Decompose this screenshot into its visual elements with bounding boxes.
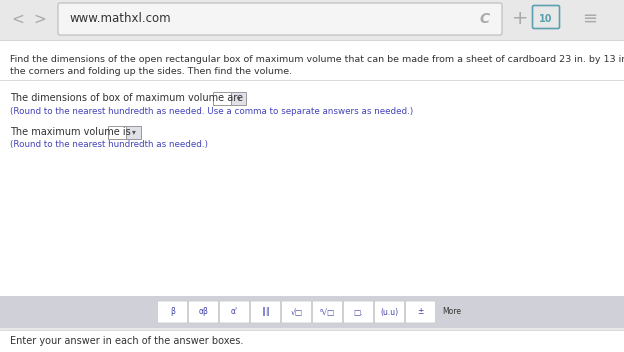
Text: Enter your answer in each of the answer boxes.: Enter your answer in each of the answer … <box>10 336 243 346</box>
Text: β: β <box>170 308 175 316</box>
FancyBboxPatch shape <box>213 92 231 105</box>
Text: Find the dimensions of the open rectangular box of maximum volume that can be ma: Find the dimensions of the open rectangu… <box>10 56 624 64</box>
Text: □.: □. <box>354 308 363 316</box>
Text: www.mathxl.com: www.mathxl.com <box>70 13 172 25</box>
FancyBboxPatch shape <box>126 126 141 138</box>
FancyBboxPatch shape <box>406 301 436 323</box>
Text: +: + <box>512 10 529 29</box>
FancyBboxPatch shape <box>157 301 187 323</box>
FancyBboxPatch shape <box>0 296 624 328</box>
FancyBboxPatch shape <box>108 126 126 138</box>
Text: More: More <box>442 308 461 316</box>
FancyBboxPatch shape <box>188 301 218 323</box>
Text: ▾: ▾ <box>132 127 135 137</box>
Text: ‖‖: ‖‖ <box>261 308 270 316</box>
FancyBboxPatch shape <box>281 301 311 323</box>
Text: (Round to the nearest hundredth as needed.): (Round to the nearest hundredth as neede… <box>10 140 208 150</box>
FancyBboxPatch shape <box>0 330 624 352</box>
Text: α': α' <box>231 308 238 316</box>
Text: ±: ± <box>417 308 424 316</box>
FancyBboxPatch shape <box>0 40 624 296</box>
Text: (Round to the nearest hundredth as needed. Use a comma to separate answers as ne: (Round to the nearest hundredth as neede… <box>10 107 413 115</box>
Text: √□: √□ <box>290 308 303 316</box>
FancyBboxPatch shape <box>58 3 502 35</box>
FancyBboxPatch shape <box>0 0 624 38</box>
Text: The dimensions of box of maximum volume are: The dimensions of box of maximum volume … <box>10 93 243 103</box>
Text: ▾: ▾ <box>236 94 240 102</box>
Text: the corners and folding up the sides. Then find the volume.: the corners and folding up the sides. Th… <box>10 67 292 75</box>
FancyBboxPatch shape <box>313 301 343 323</box>
Text: αβ: αβ <box>198 308 208 316</box>
FancyBboxPatch shape <box>231 92 246 105</box>
Text: ≡: ≡ <box>582 10 598 28</box>
Text: <: < <box>12 12 24 26</box>
FancyBboxPatch shape <box>343 301 374 323</box>
Text: The maximum volume is: The maximum volume is <box>10 127 131 137</box>
FancyBboxPatch shape <box>250 301 281 323</box>
Text: ⁶√□: ⁶√□ <box>320 308 335 316</box>
Text: >: > <box>34 12 46 26</box>
FancyBboxPatch shape <box>374 301 404 323</box>
Text: 10: 10 <box>539 14 553 24</box>
Text: C: C <box>480 12 490 26</box>
Text: (u.u): (u.u) <box>381 308 399 316</box>
FancyBboxPatch shape <box>220 301 250 323</box>
